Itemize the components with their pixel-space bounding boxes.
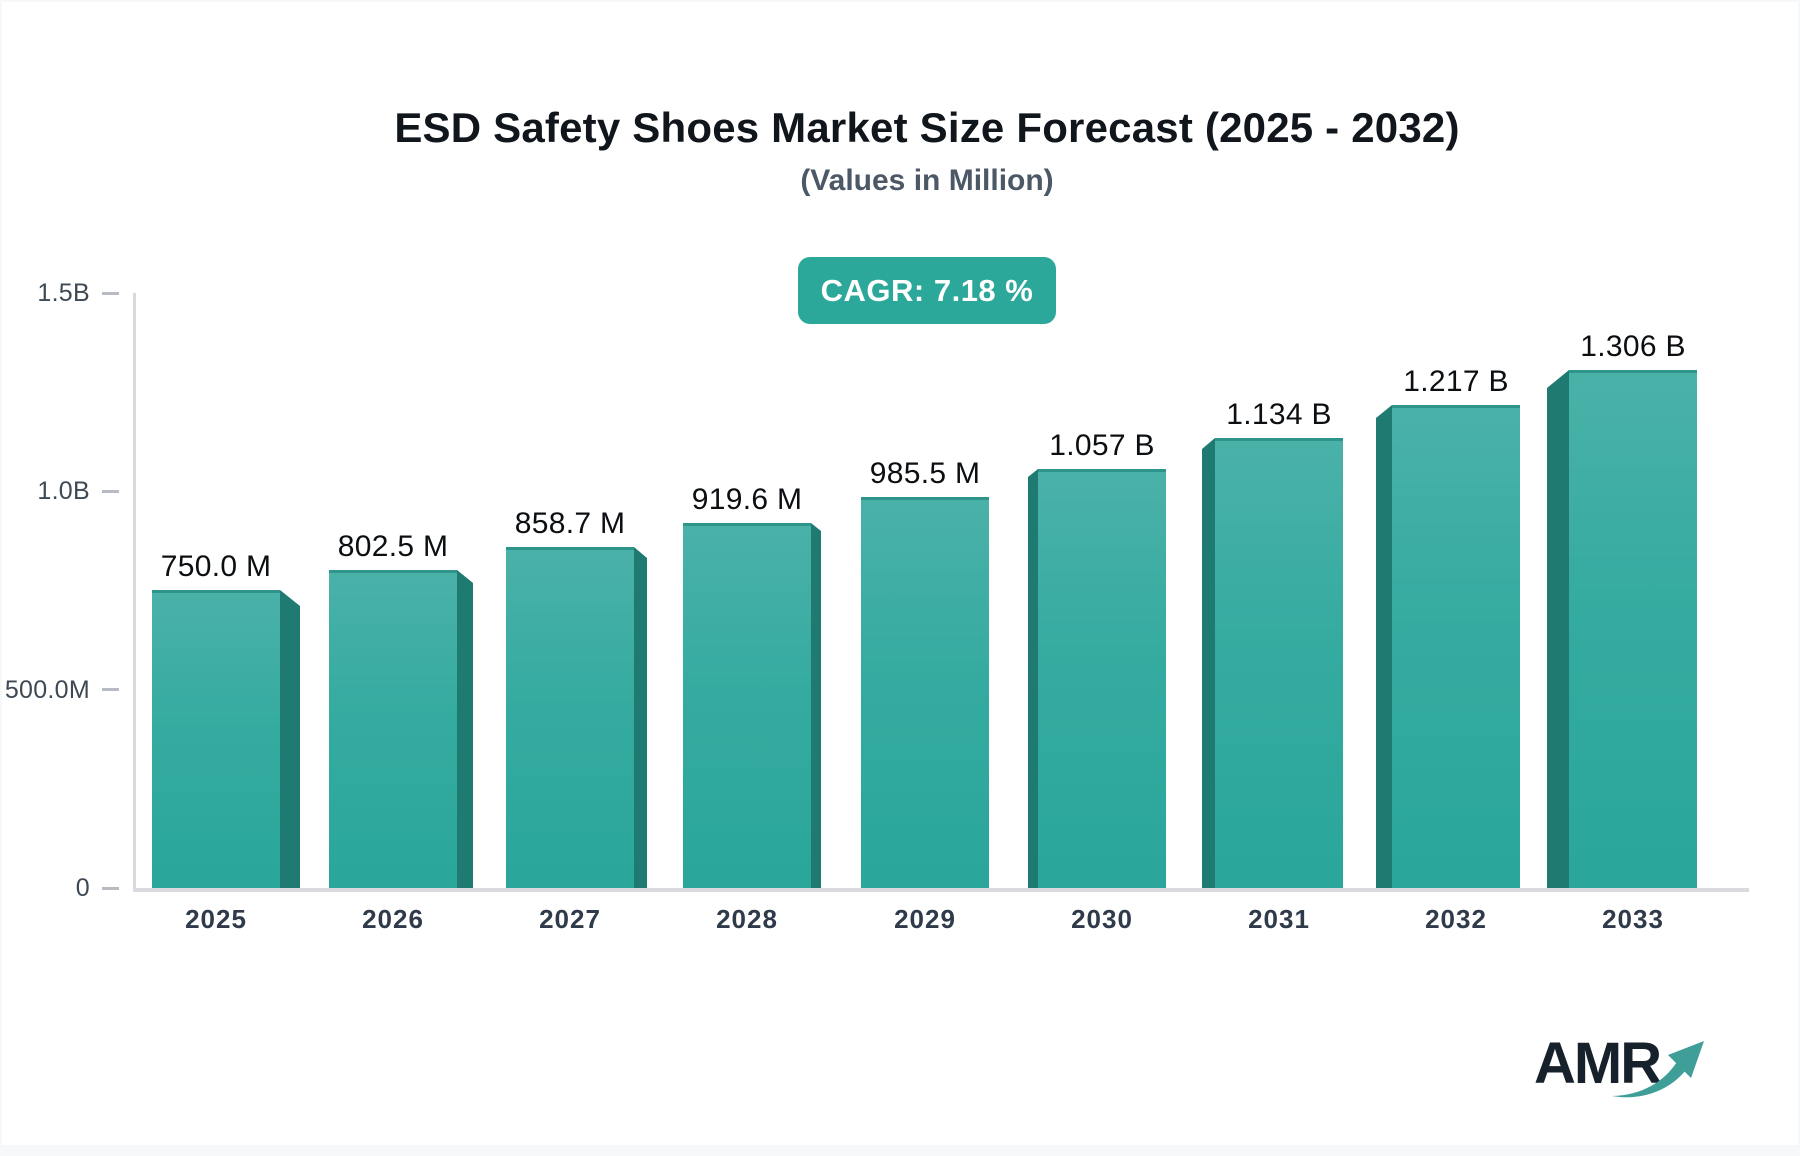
x-tick-label: 2029	[894, 904, 956, 934]
x-tick-label: 2030	[1071, 904, 1133, 934]
x-tick-label: 2027	[539, 904, 601, 934]
y-tick-label: 1.0B	[37, 477, 90, 506]
amr-logo-text: AMR	[1534, 1031, 1662, 1096]
bar-value-label: 802.5 M	[337, 530, 449, 563]
y-axis-line	[133, 293, 136, 888]
bar-side-face-2028	[811, 523, 821, 888]
bar-value-label: 985.5 M	[869, 457, 981, 490]
cagr-badge: CAGR: 7.18 %	[798, 257, 1056, 324]
bar-2030	[1038, 469, 1166, 888]
amr-logo: AMR	[1534, 1030, 1724, 1115]
y-tick-label: 0	[75, 874, 90, 902]
bar-value-label: 858.7 M	[514, 507, 626, 540]
x-tick-label: 2032	[1425, 904, 1487, 934]
bar-2032	[1392, 405, 1520, 888]
x-tick-label: 2031	[1248, 904, 1310, 934]
bar-2033	[1569, 370, 1697, 888]
bar-2029	[861, 497, 989, 888]
x-tick-label: 2026	[362, 904, 424, 934]
bar-side-face-2032	[1376, 405, 1392, 888]
bar-2031	[1215, 438, 1343, 888]
bar-value-label: 919.6 M	[691, 483, 803, 516]
y-tick-mark	[102, 886, 119, 890]
cagr-badge-label: CAGR: 7.18 %	[820, 272, 1034, 308]
bar-side-face-2030	[1028, 469, 1038, 888]
chart-subtitle: (Values in Million)	[800, 164, 1054, 197]
bar-value-label: 1.057 B	[1049, 429, 1155, 462]
growth-arrow-icon	[1612, 1041, 1704, 1098]
bar-value-label: 1.217 B	[1403, 365, 1509, 398]
bar-2028	[683, 523, 811, 888]
bar-value-label: 750.0 M	[160, 550, 272, 583]
bar-value-label: 1.306 B	[1580, 330, 1686, 363]
bar-side-face-2027	[634, 547, 647, 888]
bar-side-face-2026	[457, 570, 473, 888]
x-tick-label: 2028	[716, 904, 778, 934]
x-tick-label: 2025	[185, 904, 247, 934]
bar-2025	[152, 590, 280, 888]
y-tick-label: 1.5B	[37, 279, 90, 307]
bar-2026	[329, 570, 457, 888]
bar-side-face-2031	[1202, 438, 1215, 888]
bar-value-label: 1.134 B	[1226, 398, 1332, 431]
y-tick-mark	[102, 688, 119, 692]
chart-title: ESD Safety Shoes Market Size Forecast (2…	[394, 104, 1460, 151]
y-tick-label: 500.0M	[4, 675, 90, 704]
bar-side-face-2033	[1547, 370, 1569, 888]
y-tick-mark	[102, 489, 119, 493]
bar-side-face-2025	[280, 590, 300, 888]
x-tick-label: 2033	[1602, 904, 1664, 934]
y-tick-mark	[102, 291, 119, 295]
x-axis-line	[133, 888, 1749, 892]
bar-2027	[506, 547, 634, 888]
